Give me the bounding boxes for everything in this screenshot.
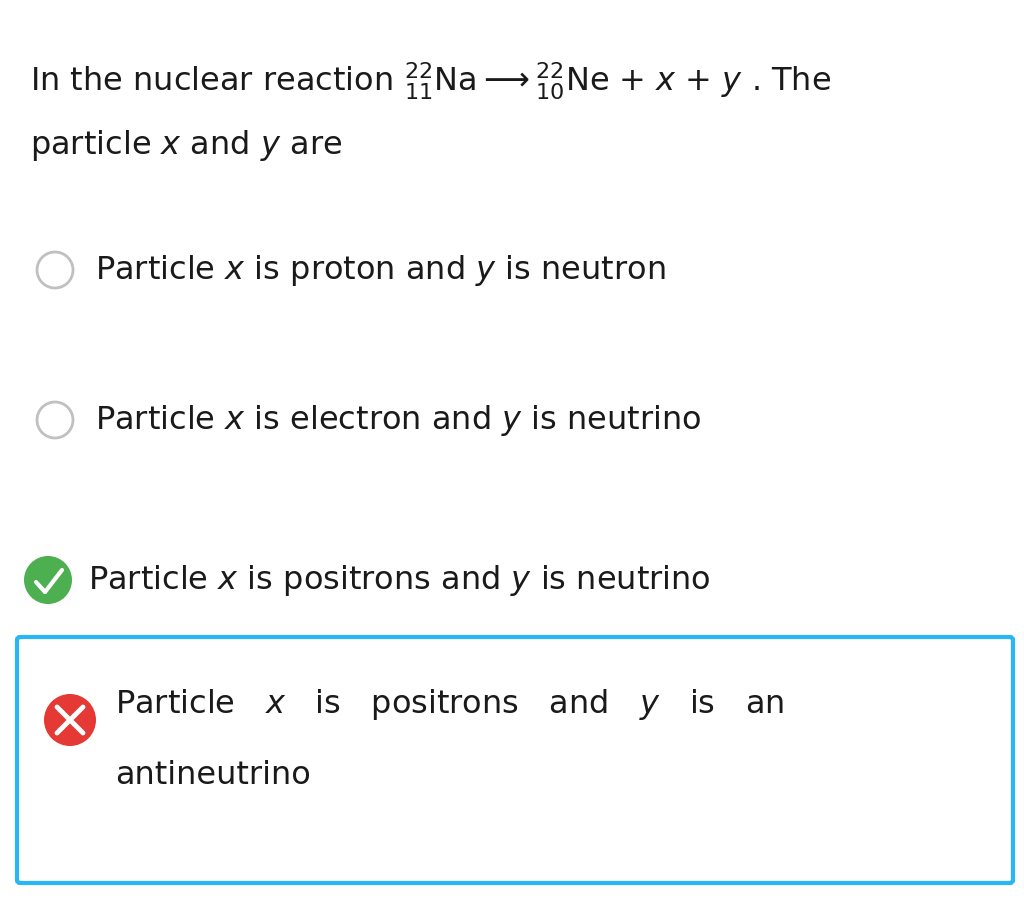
FancyBboxPatch shape — [17, 637, 1013, 883]
Circle shape — [24, 556, 72, 604]
Text: Particle   $x$   is   positrons   and   $y$   is   an: Particle $x$ is positrons and $y$ is an — [115, 687, 784, 722]
Text: Particle $x$ is proton and $y$ is neutron: Particle $x$ is proton and $y$ is neutro… — [95, 253, 666, 288]
Text: antineutrino: antineutrino — [115, 760, 310, 791]
Circle shape — [44, 694, 96, 746]
Text: Particle $x$ is electron and $y$ is neutrino: Particle $x$ is electron and $y$ is neut… — [95, 403, 701, 437]
Text: particle $x$ and $y$ are: particle $x$ and $y$ are — [30, 128, 342, 163]
Text: Particle $x$ is positrons and $y$ is neutrino: Particle $x$ is positrons and $y$ is neu… — [88, 562, 711, 597]
Text: In the nuclear reaction $\mathregular{^{22}_{11}}$Na$\longrightarrow$$\mathregul: In the nuclear reaction $\mathregular{^{… — [30, 60, 831, 101]
